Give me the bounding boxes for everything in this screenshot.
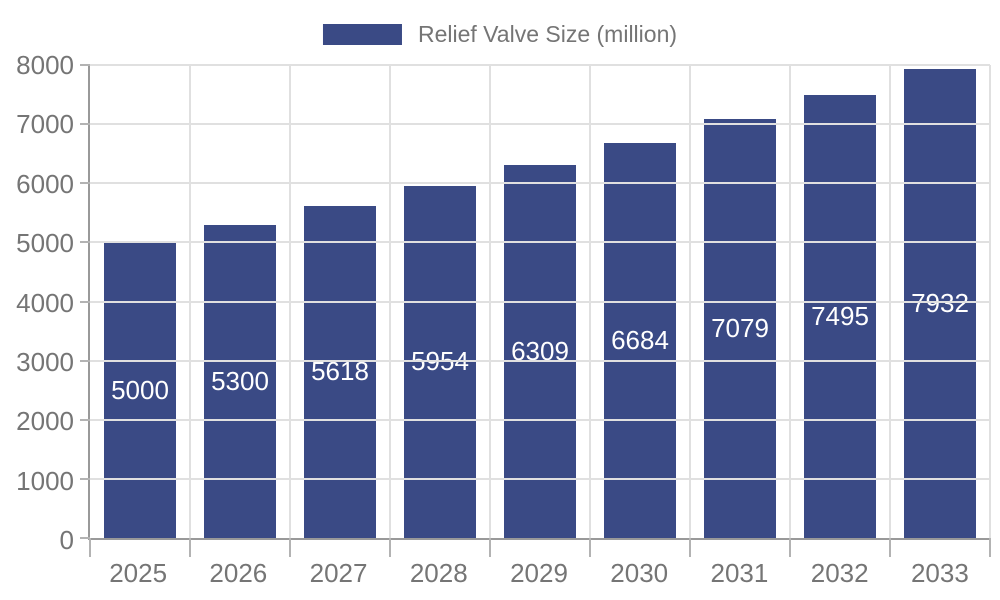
bar: 6684 <box>604 142 676 538</box>
bar: 5300 <box>204 224 276 538</box>
x-tick-label: 2032 <box>810 558 869 588</box>
bar-slot: 5000 <box>90 65 190 538</box>
y-tick-mark <box>80 477 90 480</box>
gridline-horizontal <box>90 241 990 244</box>
x-tick-mark <box>189 538 191 557</box>
x-tick-mark <box>89 538 91 557</box>
bar-slot: 7495 <box>790 65 890 538</box>
gridline-horizontal <box>90 477 990 480</box>
bar: 5954 <box>404 185 476 538</box>
bar-value-label: 5300 <box>211 365 269 396</box>
y-tick-label: 3000 <box>16 346 74 377</box>
gridline-horizontal <box>90 64 990 66</box>
x-tick-label: 2029 <box>510 558 568 588</box>
bar-value-label: 7495 <box>811 300 869 331</box>
y-tick-mark <box>80 300 90 303</box>
y-tick-label: 2000 <box>16 406 74 437</box>
bar: 7079 <box>704 119 776 538</box>
x-tick-mark <box>889 538 891 557</box>
bar-value-label: 7932 <box>911 288 969 319</box>
legend-swatch-icon <box>322 24 402 45</box>
x-tick-mark <box>388 538 391 557</box>
x-tick-label: 2033 <box>910 558 969 588</box>
y-tick-label: 5000 <box>16 228 74 259</box>
bar: 7932 <box>904 69 976 538</box>
bar-value-label: 5000 <box>111 374 169 405</box>
y-tick-mark <box>80 182 90 185</box>
y-tick-mark <box>80 241 90 244</box>
x-tick-mark <box>589 538 591 557</box>
gridline-horizontal <box>90 300 990 303</box>
x-tick-label: 2028 <box>409 558 468 588</box>
gridline-vertical <box>789 65 791 538</box>
bar-value-label: 6309 <box>511 335 569 366</box>
gridline-horizontal <box>90 123 990 126</box>
gridline-vertical <box>688 65 691 538</box>
gridline-vertical <box>989 65 991 538</box>
x-tick-label: 2031 <box>710 558 769 588</box>
gridline-vertical <box>489 65 491 538</box>
y-tick-label: 0 <box>59 525 74 555</box>
y-tick-label: 4000 <box>16 287 74 318</box>
y-axis-labels: 0 1000 2000 3000 4000 5000 6000 7000 8000 <box>0 52 74 553</box>
y-tick-mark <box>80 123 90 126</box>
gridline-vertical <box>289 65 291 538</box>
gridline-vertical <box>388 65 391 538</box>
x-tick-label: 2027 <box>309 558 368 588</box>
y-tick-mark <box>80 418 90 421</box>
x-tick-mark <box>289 538 291 557</box>
plot-area: 5000 5300 5618 5954 6309 6684 7079 7495 7932 <box>80 64 991 557</box>
bars-container: 5000 5300 5618 5954 6309 6684 7079 7495 7932 <box>90 65 990 538</box>
gridline-vertical <box>889 65 891 538</box>
x-tick-label: 2030 <box>610 558 669 588</box>
bar: 7495 <box>804 94 876 538</box>
bar-slot: 7079 <box>690 65 790 538</box>
gridline-vertical <box>589 65 591 538</box>
y-tick-mark <box>80 64 90 66</box>
gridline-horizontal <box>90 418 990 421</box>
x-tick-mark <box>489 538 491 557</box>
gridline-horizontal <box>90 359 990 362</box>
x-tick-label: 2026 <box>209 558 268 588</box>
bar: 6309 <box>504 164 576 538</box>
x-axis-labels: 2025 2026 2027 2028 2029 2030 2031 2032 2033 <box>88 540 990 600</box>
bar-slot: 5618 <box>290 65 390 538</box>
x-tick-mark <box>789 538 791 557</box>
y-tick-label: 8000 <box>16 50 74 80</box>
bar-slot: 6684 <box>590 65 690 538</box>
gridline-horizontal <box>90 182 990 185</box>
bar-slot: 5300 <box>190 65 290 538</box>
y-tick-mark <box>80 537 90 539</box>
legend[interactable]: Relief Valve Size (million) <box>322 21 678 48</box>
x-tick-mark <box>989 538 991 557</box>
bar-slot: 7932 <box>890 65 990 538</box>
y-tick-label: 1000 <box>16 465 74 496</box>
y-tick-mark <box>80 359 90 362</box>
legend-label: Relief Valve Size (million) <box>417 21 678 47</box>
bar-value-label: 6684 <box>611 324 669 355</box>
gridline-vertical <box>189 65 191 538</box>
x-tick-mark <box>688 538 691 557</box>
y-tick-label: 7000 <box>16 109 74 140</box>
x-tick-label: 2025 <box>109 558 168 588</box>
bar: 5000 <box>104 242 176 538</box>
y-tick-label: 6000 <box>16 168 74 199</box>
bar-value-label: 7079 <box>711 313 769 344</box>
bar: 5618 <box>304 205 376 538</box>
bar-value-label: 5954 <box>411 346 469 377</box>
